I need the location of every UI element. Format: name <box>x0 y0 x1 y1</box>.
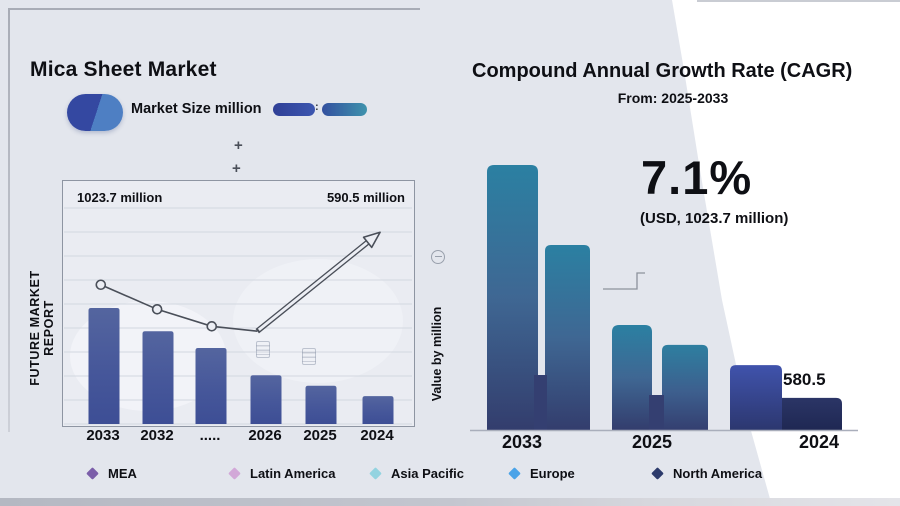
x-label-2024: 2024 <box>360 427 394 444</box>
legend-label: MEA <box>108 466 137 481</box>
frame-left-border <box>8 8 10 432</box>
x-label-2033: 2033 <box>86 427 120 444</box>
legend-label: North America <box>673 466 763 481</box>
plus-icon: + <box>232 160 241 177</box>
cagr-x-label-2024: 2024 <box>798 432 840 452</box>
x-label-dots: ..... <box>199 427 221 444</box>
legend-item-mea: MEA <box>86 466 137 481</box>
north-america-diamond-icon <box>651 467 664 480</box>
mea-diamond-icon <box>86 467 99 480</box>
annotation-2024-value: 590.5 million <box>326 190 405 205</box>
cagr-percentage: 7.1% <box>641 151 753 204</box>
asia-pacific-diamond-icon <box>369 467 382 480</box>
value-axis-label: Value by million <box>430 306 444 402</box>
frame-top-border <box>8 8 420 10</box>
legend-item-asia-pacific: Asia Pacific <box>369 466 464 481</box>
legend-item-north-america: North America <box>651 466 763 481</box>
callout-bracket <box>603 272 645 290</box>
x-label-2026: 2026 <box>248 427 282 444</box>
latin-america-diamond-icon <box>228 467 241 480</box>
ratio-pill-right-icon <box>322 103 367 116</box>
top-right-hairline <box>697 0 900 2</box>
legend-item-latin-america: Latin America <box>228 466 336 481</box>
future-market-report-watermark: FUTURE MARKET REPORT <box>28 270 56 386</box>
cagr-usd-detail: (USD, 1023.7 million) <box>640 210 789 227</box>
market-size-chart-canvas <box>64 207 412 425</box>
x-label-2025: 2025 <box>303 427 337 444</box>
bar-annotation-580: 580.5 <box>783 370 826 389</box>
annotation-2033-value: 1023.7 million <box>77 190 163 205</box>
page-title: Mica Sheet Market <box>30 58 217 81</box>
legend-item-europe: Europe <box>508 466 575 481</box>
cagr-subtitle: From: 2025-2033 <box>617 90 729 106</box>
circle-minus-icon <box>431 250 445 264</box>
bottom-edge-strip <box>0 498 900 506</box>
plus-icon: + <box>234 137 243 154</box>
legend-label: Asia Pacific <box>391 466 464 481</box>
cagr-x-label-2033: 2033 <box>501 432 543 452</box>
legend-label: Europe <box>530 466 575 481</box>
europe-diamond-icon <box>508 467 521 480</box>
legend-label: Latin America <box>250 466 336 481</box>
ratio-pill-left-icon <box>273 103 315 116</box>
cagr-x-label-2025: 2025 <box>631 432 673 452</box>
ratio-colon: : <box>315 101 319 113</box>
document-watermark-icon <box>256 341 270 358</box>
market-size-label: Market Size million <box>131 101 262 117</box>
market-size-pill-icon <box>67 94 123 131</box>
document-watermark-icon <box>302 348 316 365</box>
market-size-bar-chart: 1023.7 million 590.5 million <box>62 180 415 427</box>
x-label-2032: 2032 <box>140 427 174 444</box>
cagr-title: Compound Annual Growth Rate (CAGR) <box>472 60 853 82</box>
cagr-bar-chart <box>470 165 858 432</box>
